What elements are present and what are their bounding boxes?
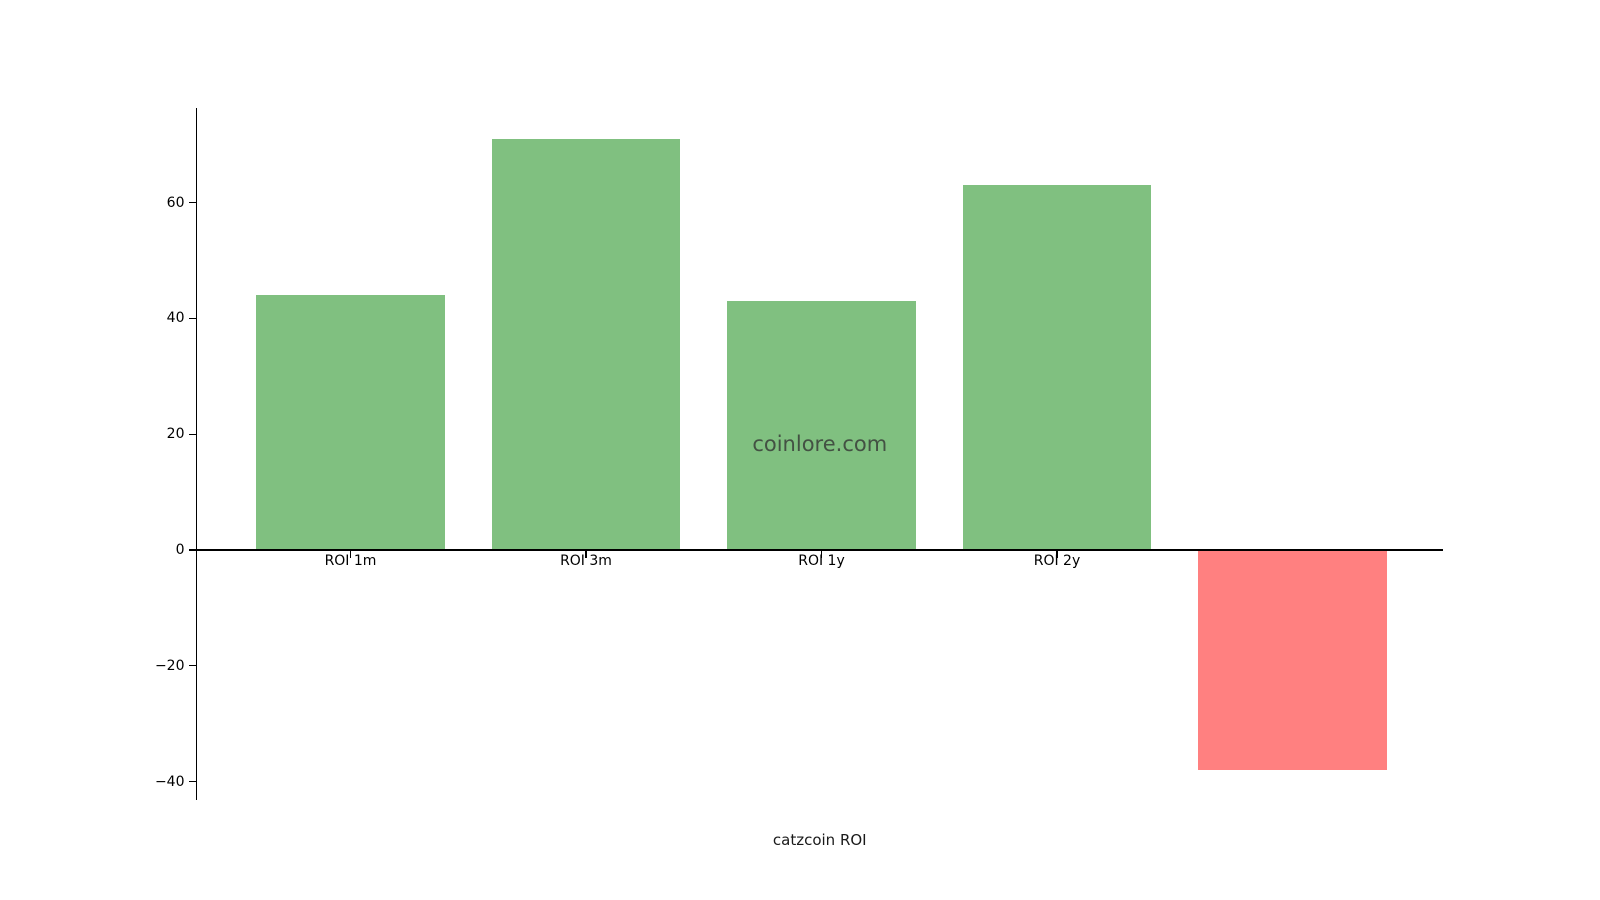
bar-roi-2y xyxy=(962,185,1152,550)
y-axis-line xyxy=(195,108,198,801)
y-tick-mark xyxy=(188,781,196,783)
y-tick-label: 60 xyxy=(166,194,185,211)
y-tick-mark xyxy=(188,202,196,204)
x-axis-title: catzcoin ROI xyxy=(772,831,867,849)
x-tick-mark xyxy=(820,550,823,558)
x-tick-mark xyxy=(1056,550,1058,558)
y-tick-mark xyxy=(188,317,196,319)
x-axis-line xyxy=(195,549,1443,551)
bar-roi-3m xyxy=(491,138,681,550)
watermark: coinlore.com xyxy=(752,432,888,456)
y-tick-label: −40 xyxy=(154,773,185,790)
y-tick-label: 40 xyxy=(166,310,185,327)
y-tick-mark xyxy=(188,549,196,551)
x-tick-label: ROI 3m xyxy=(560,553,612,569)
bar-unlabeled xyxy=(1198,550,1387,771)
x-tick-mark xyxy=(349,550,352,558)
y-tick-label: −20 xyxy=(154,657,185,674)
x-tick-label: ROI 2y xyxy=(1033,553,1081,569)
bar-roi-1m xyxy=(256,295,445,550)
y-tick-label: 20 xyxy=(166,426,185,443)
y-tick-mark xyxy=(188,433,196,435)
x-tick-mark xyxy=(585,550,587,558)
y-tick-mark xyxy=(188,665,196,667)
bar-roi-1y xyxy=(727,301,916,550)
y-tick-label: 0 xyxy=(175,542,185,558)
x-tick-label: ROI 1m xyxy=(324,553,377,569)
x-tick-label: ROI 1y xyxy=(798,553,845,569)
